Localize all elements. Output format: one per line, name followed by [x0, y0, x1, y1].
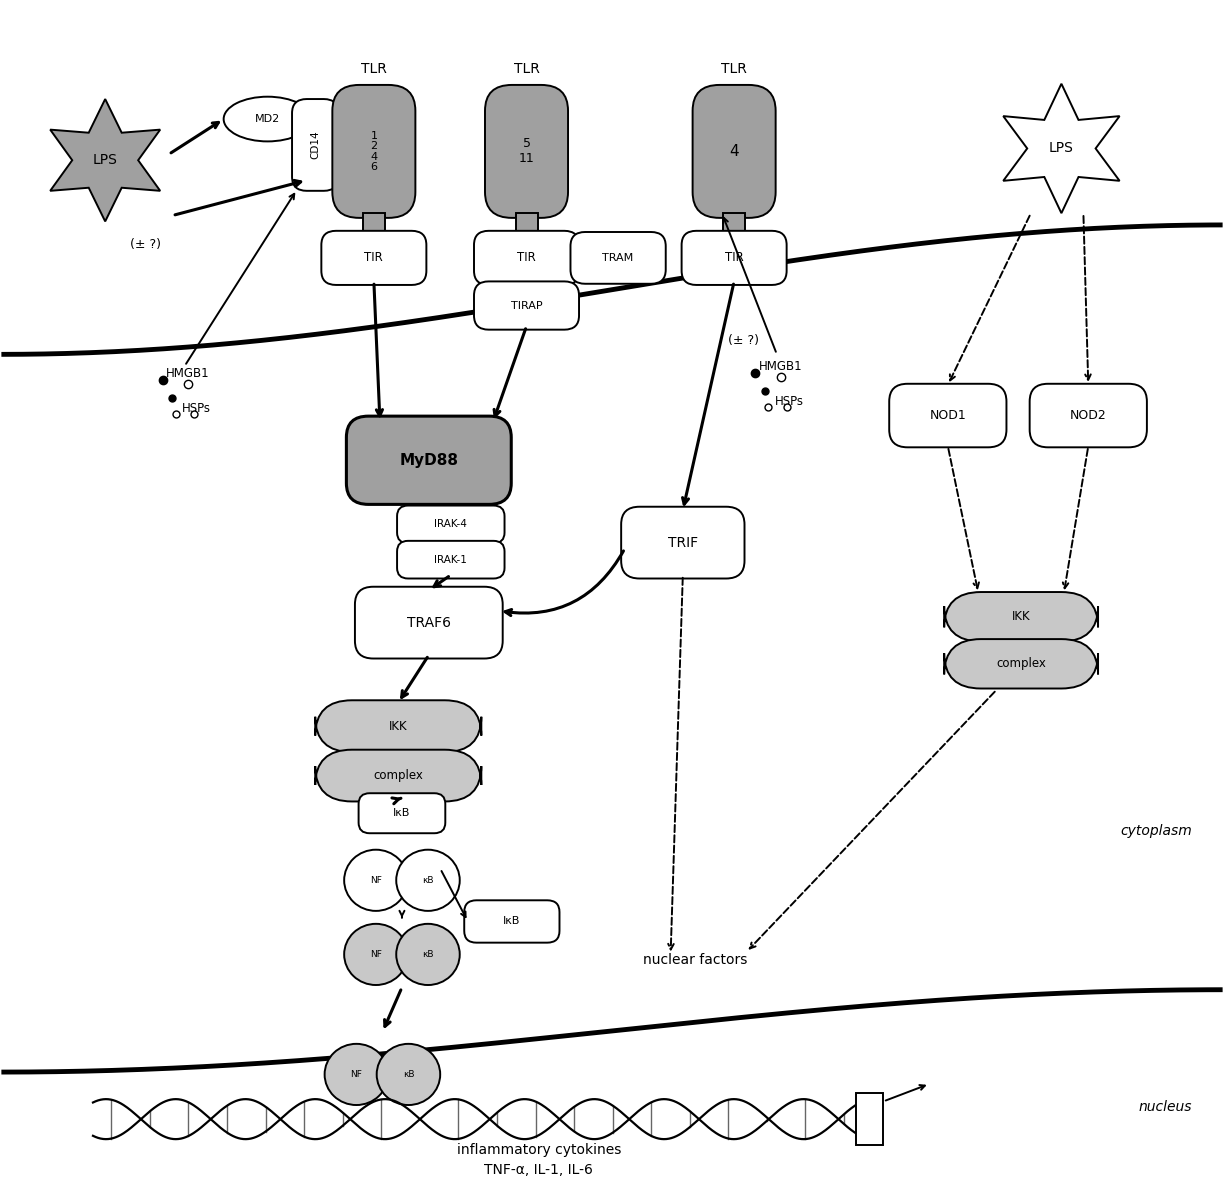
Bar [362, 214, 384, 235]
Text: nucleus: nucleus [1138, 1101, 1192, 1114]
Text: κB: κB [422, 876, 433, 885]
Text: CD14: CD14 [310, 131, 321, 159]
Text: TIR: TIR [725, 251, 743, 264]
Text: nuclear factors: nuclear factors [643, 953, 747, 968]
Text: LPS: LPS [1049, 142, 1073, 156]
Text: 4: 4 [730, 144, 739, 159]
Text: cytoplasm: cytoplasm [1120, 824, 1192, 838]
Text: TLR: TLR [721, 61, 747, 76]
Text: MD2: MD2 [255, 114, 280, 124]
Text: MyD88: MyD88 [399, 453, 458, 467]
FancyBboxPatch shape [316, 700, 481, 752]
Text: IRAK-1: IRAK-1 [435, 555, 468, 565]
FancyBboxPatch shape [397, 540, 504, 578]
FancyBboxPatch shape [293, 99, 339, 191]
Text: complex: complex [996, 657, 1047, 670]
Polygon shape [1004, 84, 1120, 214]
Text: IKK: IKK [1012, 610, 1031, 623]
FancyBboxPatch shape [464, 900, 559, 943]
Text: 5
11: 5 11 [519, 137, 535, 165]
Text: NOD2: NOD2 [1070, 409, 1106, 422]
Circle shape [397, 850, 460, 911]
Text: 1
2
4
6: 1 2 4 6 [371, 131, 377, 172]
Text: TIRAP: TIRAP [510, 301, 542, 310]
Polygon shape [50, 99, 160, 222]
Text: HMGB1: HMGB1 [759, 360, 802, 373]
Text: NF: NF [350, 1070, 362, 1079]
FancyBboxPatch shape [944, 592, 1098, 642]
FancyBboxPatch shape [889, 384, 1006, 447]
Text: HSPs: HSPs [775, 395, 803, 408]
FancyBboxPatch shape [316, 749, 481, 801]
FancyBboxPatch shape [485, 85, 568, 218]
Text: IKK: IKK [389, 720, 408, 733]
FancyBboxPatch shape [474, 281, 579, 329]
Text: complex: complex [373, 769, 424, 782]
Text: (± ?): (± ?) [130, 238, 162, 251]
Text: HSPs: HSPs [182, 402, 211, 415]
Text: IκB: IκB [503, 917, 520, 926]
Bar [857, 1093, 883, 1145]
FancyBboxPatch shape [693, 85, 776, 218]
Text: κB: κB [403, 1070, 414, 1079]
FancyBboxPatch shape [474, 231, 579, 284]
Circle shape [344, 924, 408, 985]
Text: HMGB1: HMGB1 [166, 367, 209, 380]
FancyBboxPatch shape [570, 232, 666, 283]
Text: TRIF: TRIF [668, 536, 698, 550]
FancyBboxPatch shape [322, 231, 426, 284]
Circle shape [397, 924, 460, 985]
Text: TRAM: TRAM [602, 253, 634, 263]
Bar [515, 214, 537, 235]
FancyBboxPatch shape [346, 417, 512, 504]
Text: TIR: TIR [517, 251, 536, 264]
FancyBboxPatch shape [1029, 384, 1147, 447]
FancyBboxPatch shape [944, 640, 1098, 688]
Ellipse shape [224, 97, 312, 142]
Text: NF: NF [370, 950, 382, 959]
Text: IRAK-4: IRAK-4 [435, 519, 468, 530]
FancyBboxPatch shape [397, 505, 504, 543]
Circle shape [344, 850, 408, 911]
FancyBboxPatch shape [355, 586, 503, 658]
Text: TNF-α, IL-1, IL-6: TNF-α, IL-1, IL-6 [485, 1162, 594, 1176]
Text: inflammatory cytokines: inflammatory cytokines [457, 1142, 621, 1156]
Text: TRAF6: TRAF6 [406, 616, 450, 630]
Text: TIR: TIR [365, 251, 383, 264]
Text: LPS: LPS [93, 153, 118, 168]
Circle shape [324, 1044, 388, 1104]
FancyBboxPatch shape [621, 506, 744, 578]
Text: κB: κB [422, 950, 433, 959]
FancyBboxPatch shape [682, 231, 787, 284]
Text: NOD1: NOD1 [929, 409, 966, 422]
Text: (± ?): (± ?) [728, 334, 759, 347]
Text: TLR: TLR [514, 61, 540, 76]
FancyBboxPatch shape [359, 793, 446, 833]
Text: IκB: IκB [393, 808, 410, 818]
Bar [723, 214, 745, 235]
Circle shape [377, 1044, 441, 1104]
Text: TLR: TLR [361, 61, 387, 76]
Text: NF: NF [370, 876, 382, 885]
FancyBboxPatch shape [333, 85, 415, 218]
